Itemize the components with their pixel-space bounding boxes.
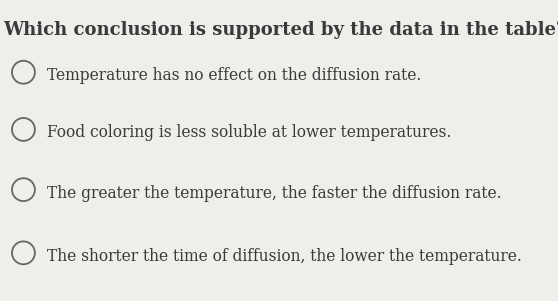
- Text: Which conclusion is supported by the data in the table?: Which conclusion is supported by the dat…: [3, 21, 558, 39]
- Text: The greater the temperature, the faster the diffusion rate.: The greater the temperature, the faster …: [47, 185, 502, 202]
- Text: Food coloring is less soluble at lower temperatures.: Food coloring is less soluble at lower t…: [47, 125, 452, 141]
- Text: The shorter the time of diffusion, the lower the temperature.: The shorter the time of diffusion, the l…: [47, 248, 522, 265]
- Text: Temperature has no effect on the diffusion rate.: Temperature has no effect on the diffusi…: [47, 67, 422, 84]
